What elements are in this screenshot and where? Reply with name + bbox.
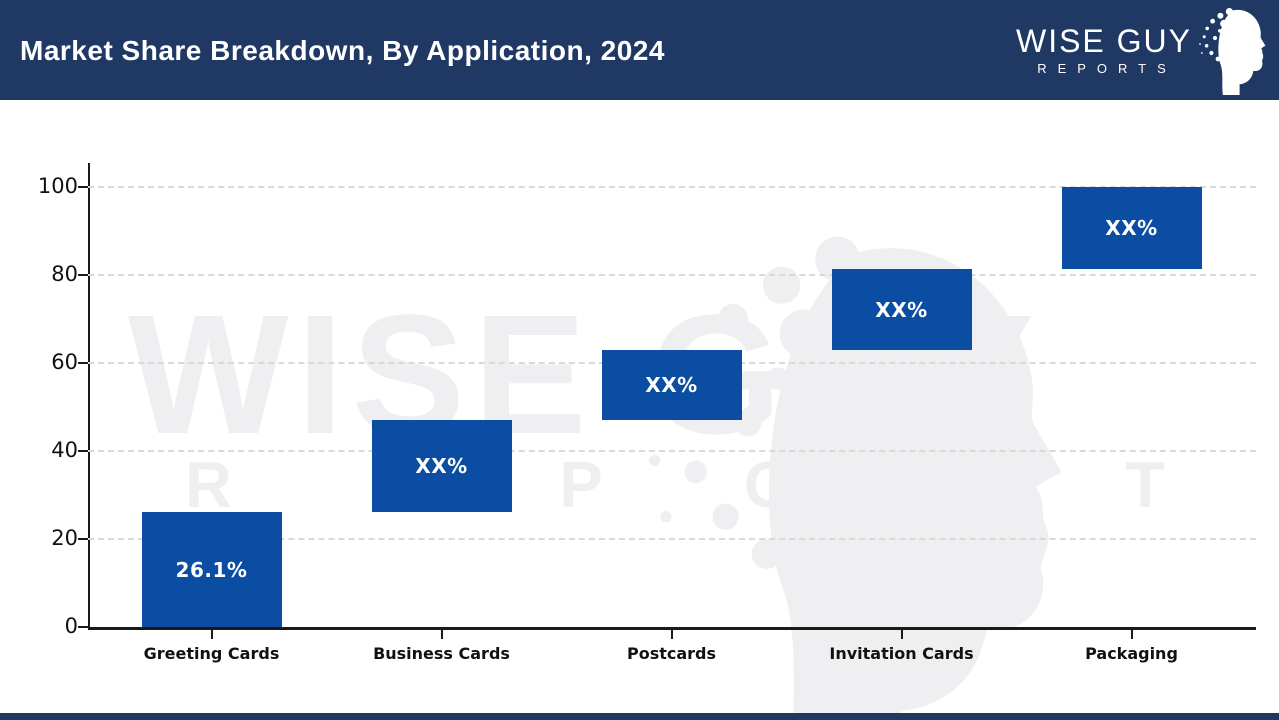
y-tick-label: 0	[64, 614, 78, 638]
gridline-100	[88, 186, 1256, 188]
x-tick-mark	[900, 630, 903, 639]
x-tick-mark	[210, 630, 213, 639]
x-tick-mark	[670, 630, 673, 639]
bar-segment: XX%	[831, 268, 972, 351]
y-tick-mark	[78, 362, 88, 364]
y-tick-label: 100	[37, 174, 78, 198]
bar-data-label: XX%	[415, 453, 468, 478]
wiseguy-logo-text: WISE GUY REPORTS	[1016, 25, 1192, 75]
bar-data-label: XX%	[1105, 215, 1158, 240]
x-tick-mark	[1130, 630, 1133, 639]
x-category-label: Packaging	[1085, 644, 1178, 663]
gridline-40	[88, 450, 1256, 452]
x-tick-mark	[440, 630, 443, 639]
y-axis-spine	[88, 163, 90, 630]
x-category-label: Greeting Cards	[143, 644, 280, 663]
y-tick-mark	[78, 538, 88, 540]
logo-line2: REPORTS	[1037, 61, 1177, 76]
y-tick-label: 20	[51, 526, 78, 550]
wiseguy-head-icon	[1199, 8, 1266, 95]
y-tick-label: 60	[51, 350, 78, 374]
logo-line1: WISE GUY	[1015, 23, 1192, 59]
x-category-label: Business Cards	[373, 644, 510, 663]
page-title: Market Share Breakdown, By Application, …	[20, 35, 665, 66]
x-category-label: Invitation Cards	[829, 644, 974, 663]
bar-segment: XX%	[371, 419, 512, 513]
gridline-20	[88, 538, 1256, 540]
bar-segment: XX%	[1061, 187, 1202, 269]
bar-data-label: XX%	[875, 297, 928, 322]
header: Market Share Breakdown, By Application, …	[0, 0, 1279, 100]
x-axis-spine	[88, 627, 1256, 630]
y-tick-mark	[78, 450, 88, 452]
x-category-label: Postcards	[626, 644, 717, 663]
y-tick-mark	[78, 274, 88, 276]
bar-segment: XX%	[601, 350, 742, 420]
plot-area: WISE GUY R E P O R T S	[0, 100, 1279, 713]
gridline-80	[88, 274, 1256, 276]
y-tick-label: 40	[51, 438, 78, 462]
bar-data-label: XX%	[645, 372, 698, 397]
y-tick-mark	[78, 626, 88, 628]
watermark-text-2: R E P O R T S	[185, 448, 1279, 521]
footer-bar	[0, 713, 1279, 720]
wiseguy-logo: WISE GUY REPORTS	[1016, 4, 1272, 96]
y-tick-label: 80	[51, 262, 78, 286]
bar-data-label: 26.1%	[175, 557, 248, 582]
y-tick-mark	[78, 186, 88, 188]
bar-segment: 26.1%	[141, 512, 282, 627]
